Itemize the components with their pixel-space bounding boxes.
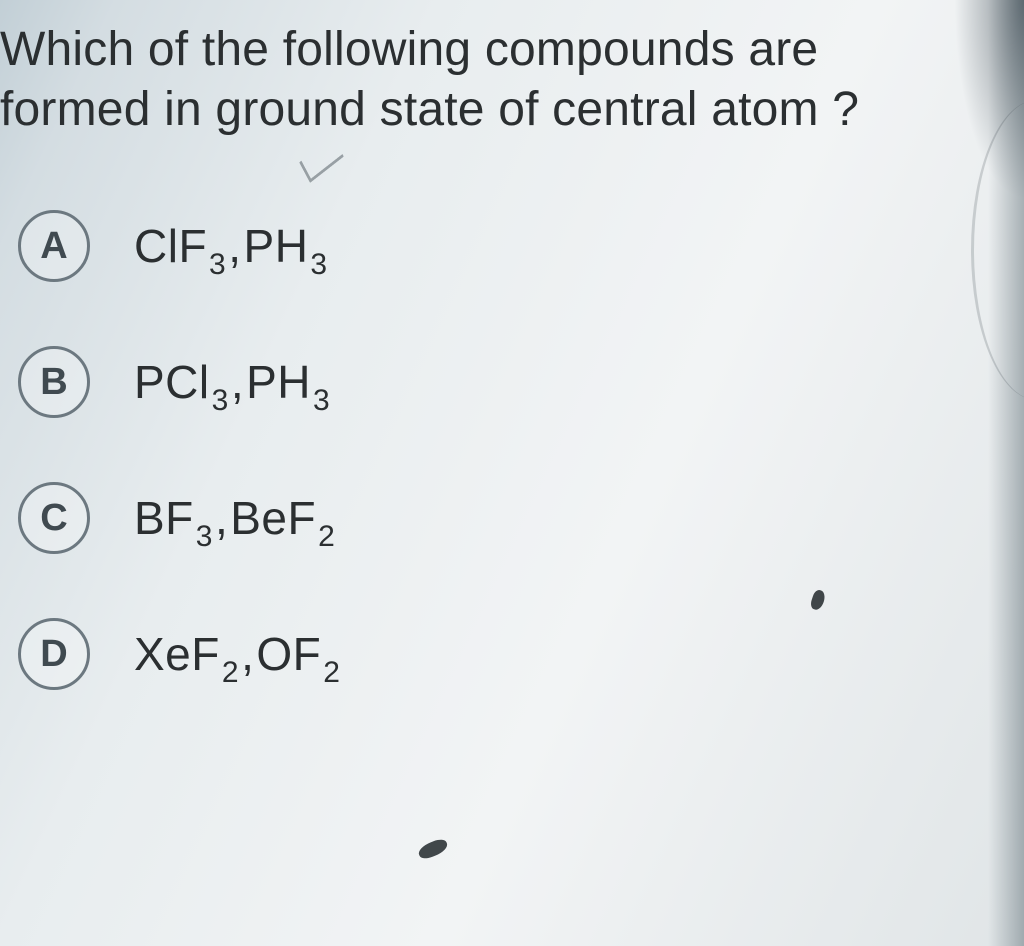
option-c-sep: , [215,491,228,545]
option-a-letter: A [18,210,90,282]
question-page: Which of the following compounds are for… [0,0,1024,946]
option-c-compound-2: BeF [230,491,316,545]
option-d-sub-1: 2 [222,656,239,690]
option-c[interactable]: C BF3, BeF2 [18,482,1024,554]
option-d-text: XeF2, OF2 [134,627,340,681]
options-list: A ClF3, PH3 B PCl3, PH3 C BF3, BeF2 D Xe… [0,210,1024,690]
stray-mark-tick [299,136,344,183]
option-d-sub-2: 2 [323,656,340,690]
option-d-sep: , [241,627,254,681]
question-line-1: Which of the following compounds are [0,20,984,80]
option-c-sub-2: 2 [318,520,335,554]
option-d-compound-1: XeF [134,627,220,681]
option-d[interactable]: D XeF2, OF2 [18,618,1024,690]
option-c-sub-1: 3 [196,520,213,554]
option-b-sub-1: 3 [212,384,229,418]
option-b-compound-2: PH [246,355,311,409]
option-b-compound-1: PCl [134,355,210,409]
option-b-sep: , [231,355,244,409]
option-d-compound-2: OF [256,627,321,681]
option-a-sub-1: 3 [209,248,226,282]
option-b[interactable]: B PCl3, PH3 [18,346,1024,418]
option-a-sub-2: 3 [310,248,327,282]
option-a-sep: , [228,219,241,273]
option-d-letter: D [18,618,90,690]
question-text: Which of the following compounds are for… [0,20,1024,140]
option-a-compound-1: ClF [134,219,207,273]
option-a-text: ClF3, PH3 [134,219,328,273]
question-line-2: formed in ground state of central atom ? [0,80,984,140]
option-c-text: BF3, BeF2 [134,491,335,545]
option-c-compound-1: BF [134,491,194,545]
option-b-text: PCl3, PH3 [134,355,330,409]
option-c-letter: C [18,482,90,554]
stray-mark-dot-2 [416,837,449,861]
option-b-letter: B [18,346,90,418]
option-a[interactable]: A ClF3, PH3 [18,210,1024,282]
option-b-sub-2: 3 [313,384,330,418]
option-a-compound-2: PH [244,219,309,273]
